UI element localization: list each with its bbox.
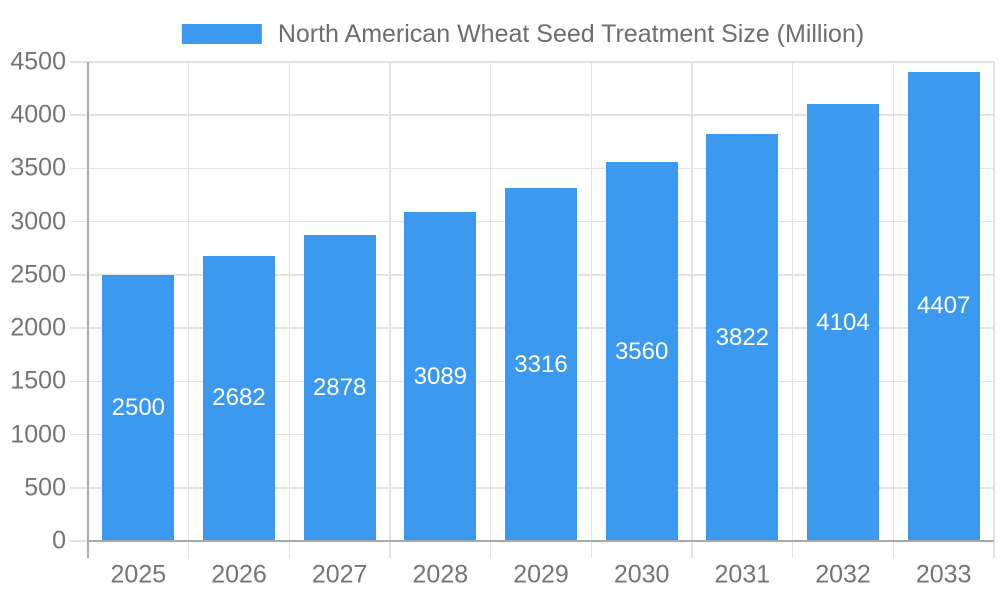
bar[interactable] xyxy=(605,162,678,541)
bar-value-label: 4104 xyxy=(816,308,870,336)
y-axis-tick-label: 0 xyxy=(52,526,66,555)
bar[interactable] xyxy=(102,274,175,541)
x-axis-line xyxy=(88,540,994,542)
y-axis-tick-label: 3000 xyxy=(10,207,66,236)
bar-value-label: 3560 xyxy=(614,337,669,365)
x-gridline xyxy=(791,62,794,558)
y-gridline xyxy=(70,114,994,116)
y-gridline xyxy=(70,167,994,170)
x-axis-tick-label: 2029 xyxy=(513,560,569,589)
bar-value-label: 3316 xyxy=(514,350,568,378)
bar-value-label: 2500 xyxy=(111,393,166,421)
x-axis-tick-label: 2031 xyxy=(714,560,771,589)
x-axis-tick-label: 2033 xyxy=(915,560,972,589)
bar[interactable] xyxy=(505,188,577,541)
bar[interactable] xyxy=(706,134,779,541)
y-axis-line xyxy=(87,62,89,558)
bar-value-label: 3822 xyxy=(715,323,770,351)
x-axis-tick-label: 2028 xyxy=(412,560,469,589)
x-gridline xyxy=(187,62,190,558)
y-axis-tick-label: 500 xyxy=(24,473,66,502)
x-gridline xyxy=(590,62,593,558)
x-axis-tick-label: 2027 xyxy=(311,560,368,589)
bar[interactable] xyxy=(203,255,275,541)
y-axis-tick-label: 3500 xyxy=(10,153,66,182)
x-axis-tick-label: 2026 xyxy=(211,560,267,589)
y-axis-tick-label: 4500 xyxy=(10,47,66,76)
bar-value-label: 2878 xyxy=(312,373,367,401)
y-gridline xyxy=(70,61,994,63)
bar[interactable] xyxy=(907,71,980,541)
bar-value-label: 4407 xyxy=(916,292,971,320)
x-gridline xyxy=(691,62,693,558)
y-axis-tick-label: 4000 xyxy=(10,100,66,129)
x-gridline xyxy=(489,62,492,558)
x-gridline xyxy=(389,62,391,558)
y-axis-tick-label: 1500 xyxy=(10,366,66,395)
x-axis-tick-label: 2032 xyxy=(815,560,871,589)
y-axis-tick-label: 1000 xyxy=(10,420,66,449)
x-gridline xyxy=(288,62,291,558)
bar-value-label: 2682 xyxy=(212,384,266,412)
x-gridline xyxy=(993,62,995,558)
bar-value-label: 3089 xyxy=(413,362,468,390)
bar[interactable] xyxy=(303,234,376,541)
legend-label: North American Wheat Seed Treatment Size… xyxy=(277,19,865,48)
y-axis-tick-label: 2000 xyxy=(10,313,66,342)
y-axis-tick-label: 2500 xyxy=(10,260,66,289)
x-axis-tick-label: 2025 xyxy=(110,560,167,589)
legend-swatch-icon xyxy=(181,24,262,44)
bar[interactable] xyxy=(807,104,879,541)
x-gridline xyxy=(892,62,895,558)
chart-legend[interactable]: North American Wheat Seed Treatment Size… xyxy=(181,20,864,48)
x-axis-tick-label: 2030 xyxy=(613,560,670,589)
bar[interactable] xyxy=(404,212,477,541)
